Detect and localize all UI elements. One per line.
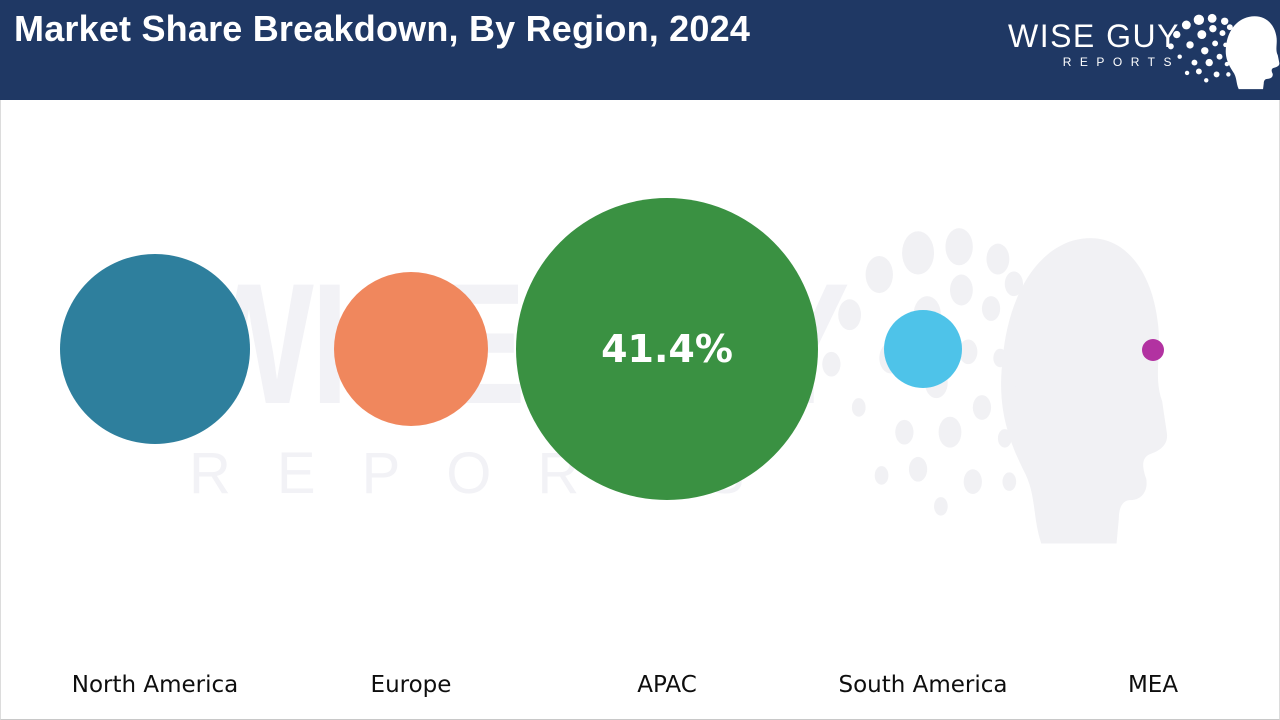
bubble-apac: 41.4% [516, 198, 818, 500]
bubble-europe [334, 272, 488, 426]
brand-wordmark: WISE GUY REPORTS [1008, 20, 1180, 69]
brand-logo: WISE GUY REPORTS [1008, 6, 1280, 96]
region-label-apac: APAC [637, 672, 697, 698]
brand-name: WISE GUY [1007, 18, 1180, 54]
bubble-north-america [60, 254, 250, 444]
region-label-europe: Europe [370, 672, 452, 698]
chart-area: WISE GUY REPORTS 41.4% North AmericaEuro… [0, 100, 1280, 720]
page-title: Market Share Breakdown, By Region, 2024 [14, 8, 751, 49]
watermark-head-icon [822, 228, 1168, 544]
bubble-south-america [884, 310, 962, 388]
region-label-south-america: South America [838, 672, 1008, 698]
bubble-mea [1142, 339, 1164, 361]
region-label-mea: MEA [1127, 672, 1179, 698]
region-label-north-america: North America [71, 672, 239, 698]
bubble-value-label: 41.4% [601, 327, 733, 371]
brand-subname: REPORTS [1062, 55, 1180, 69]
header-bar: Market Share Breakdown, By Region, 2024 … [0, 0, 1280, 100]
